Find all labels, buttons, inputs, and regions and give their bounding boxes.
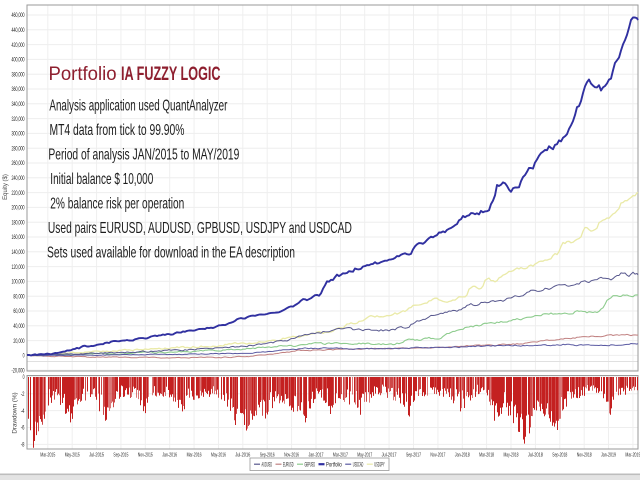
svg-text:Used pairs EURUSD, AUDUSD, GPB: Used pairs EURUSD, AUDUSD, GPBUSD, USDJP…: [48, 220, 352, 237]
svg-text:Jul-2017: Jul-2017: [382, 452, 397, 458]
svg-text:20,000: 20,000: [13, 338, 24, 345]
svg-text:340,000: 340,000: [12, 101, 25, 108]
svg-text:Mar-2019: Mar-2019: [625, 452, 640, 458]
svg-text:USDJPY: USDJPY: [374, 462, 385, 468]
svg-text:Jul-2018: Jul-2018: [528, 452, 543, 458]
svg-text:220,000: 220,000: [12, 190, 25, 197]
svg-text:Portfolio: Portfolio: [326, 462, 342, 468]
svg-text:360,000: 360,000: [12, 86, 25, 93]
svg-text:-20,000: -20,000: [12, 367, 25, 374]
svg-text:Sep-2016: Sep-2016: [260, 452, 275, 458]
svg-text:Nov-2018: Nov-2018: [577, 452, 592, 458]
svg-text:Sets used available for downlo: Sets used available for download in the …: [47, 245, 295, 262]
svg-text:320,000: 320,000: [12, 116, 25, 123]
svg-text:Initial balance $ 10,000: Initial balance $ 10,000: [50, 171, 153, 188]
svg-text:Analysis application used Quan: Analysis application used QuantAnalyzer: [49, 97, 227, 114]
svg-text:180,000: 180,000: [12, 219, 25, 226]
svg-text:260,000: 260,000: [12, 160, 25, 167]
svg-text:140,000: 140,000: [12, 249, 25, 256]
svg-text:Drawdown (%): Drawdown (%): [12, 392, 19, 433]
svg-text:Jan-2019: Jan-2019: [601, 452, 616, 458]
svg-text:Nov-2016: Nov-2016: [284, 452, 299, 458]
svg-text:60,000: 60,000: [13, 308, 24, 315]
svg-text:Equity ($): Equity ($): [3, 174, 9, 200]
svg-text:Jan-2017: Jan-2017: [309, 452, 324, 458]
svg-text:MT4 data from tick to 99.90%: MT4 data from tick to 99.90%: [50, 122, 185, 139]
svg-text:160,000: 160,000: [12, 234, 25, 241]
svg-text:IA FUZZY LOGIC: IA FUZZY LOGIC: [121, 64, 221, 85]
svg-text:Jan-2018: Jan-2018: [455, 452, 470, 458]
svg-text:Jul-2015: Jul-2015: [89, 452, 104, 458]
svg-text:Mar-2018: Mar-2018: [479, 452, 494, 458]
svg-text:420,000: 420,000: [12, 42, 25, 49]
svg-text:120,000: 120,000: [12, 264, 25, 271]
svg-text:Mar-2016: Mar-2016: [187, 452, 202, 458]
svg-text:Mar-2017: Mar-2017: [333, 452, 348, 458]
svg-text:Sep-2015: Sep-2015: [113, 452, 128, 458]
svg-text:Period of analysis JAN/2015 to: Period of analysis JAN/2015 to MAY/2019: [48, 146, 239, 163]
svg-text:May-2015: May-2015: [65, 452, 80, 458]
svg-text:100,000: 100,000: [12, 279, 25, 286]
svg-text:Mar-2015: Mar-2015: [40, 452, 55, 458]
svg-text:2% balance risk per operation: 2% balance risk per operation: [50, 196, 184, 213]
svg-text:80,000: 80,000: [13, 293, 24, 300]
svg-text:400,000: 400,000: [12, 57, 25, 64]
svg-text:Portfolio: Portfolio: [49, 64, 117, 85]
svg-text:Sep-2018: Sep-2018: [552, 452, 567, 458]
svg-text:Nov-2017: Nov-2017: [430, 452, 445, 458]
svg-text:460,000: 460,000: [12, 12, 25, 19]
svg-text:240,000: 240,000: [12, 175, 25, 182]
svg-text:USDCAD: USDCAD: [353, 462, 364, 468]
svg-text:-4: -4: [21, 408, 25, 415]
svg-text:40,000: 40,000: [13, 323, 24, 330]
svg-text:May-2016: May-2016: [211, 452, 226, 458]
svg-text:380,000: 380,000: [12, 71, 25, 78]
svg-text:Jul-2016: Jul-2016: [235, 452, 250, 458]
svg-text:Jan-2016: Jan-2016: [162, 452, 177, 458]
svg-text:0: 0: [23, 353, 25, 360]
svg-text:0: 0: [23, 374, 25, 381]
svg-text:Sep-2017: Sep-2017: [406, 452, 421, 458]
svg-text:AUDUSD: AUDUSD: [262, 462, 273, 468]
svg-text:-2: -2: [21, 391, 25, 398]
svg-text:-6: -6: [21, 425, 25, 432]
svg-text:EURUSD: EURUSD: [283, 462, 294, 468]
svg-text:-8: -8: [21, 442, 25, 449]
svg-text:GBPUSD: GBPUSD: [305, 462, 316, 468]
svg-text:May-2017: May-2017: [357, 452, 372, 458]
svg-text:Nov-2015: Nov-2015: [138, 452, 153, 458]
svg-text:May-2018: May-2018: [504, 452, 519, 458]
svg-text:440,000: 440,000: [12, 27, 25, 34]
svg-text:200,000: 200,000: [12, 205, 25, 212]
svg-text:300,000: 300,000: [12, 131, 25, 138]
svg-text:280,000: 280,000: [12, 145, 25, 152]
